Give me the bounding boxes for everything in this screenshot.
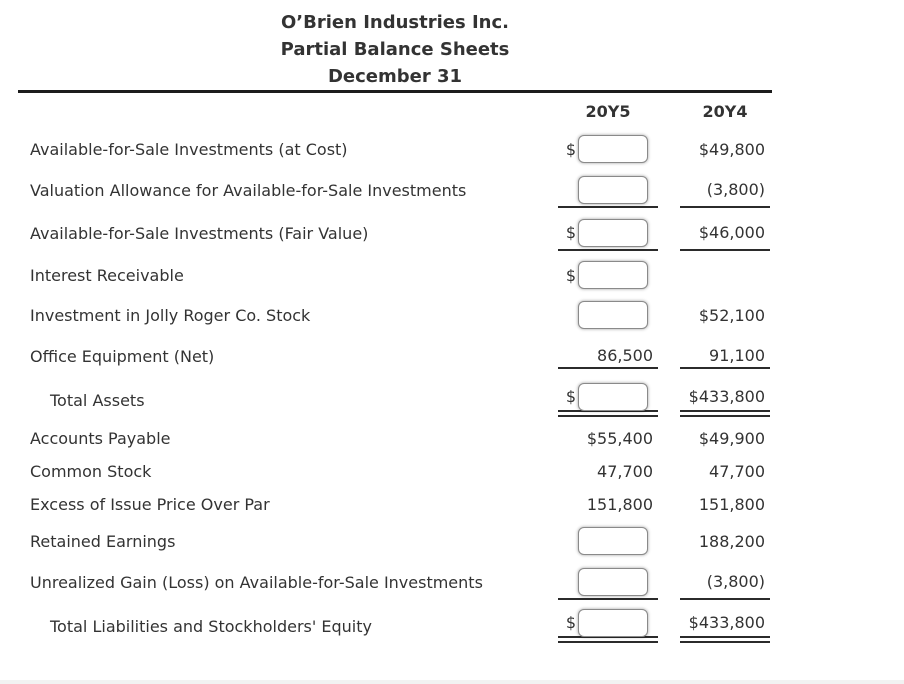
y5-input-afs-investments-fair-value[interactable]: [578, 218, 648, 247]
table-body: Available-for-Sale Investments (at Cost)…: [0, 129, 904, 648]
y4-cell-afs-investments-at-cost: $49,800: [680, 132, 770, 166]
y5-cell-investment-jolly-roger-stock: [558, 298, 658, 332]
y4-value: (3,800): [706, 572, 765, 591]
y5-value: $55,400: [586, 429, 653, 448]
y4-value: (3,800): [706, 180, 765, 199]
y4-value: $52,100: [698, 305, 765, 325]
y5-input-retained-earnings[interactable]: [578, 527, 648, 555]
y4-value: 188,200: [698, 531, 765, 551]
dollar-sign: $: [565, 139, 576, 159]
table-row-afs-investments-at-cost: Available-for-Sale Investments (at Cost)…: [0, 129, 904, 169]
y4-cell-afs-investments-fair-value: $46,000: [680, 217, 770, 251]
dollar-sign: $: [565, 223, 576, 242]
row-label: Retained Earnings: [30, 531, 176, 551]
y5-cell-common-stock: 47,700: [558, 460, 658, 484]
table-row-office-equipment-net: Office Equipment (Net) 86,500 91,100: [0, 335, 904, 378]
y4-cell-excess-issue-price-over-par: 151,800: [680, 493, 770, 517]
y4-value: $433,800: [688, 613, 765, 632]
table-row-excess-issue-price-over-par: Excess of Issue Price Over Par 151,800 151…: [0, 488, 904, 521]
y5-cell-retained-earnings: [558, 524, 658, 558]
table-row-total-liabilities-and-stockholders-equity: Total Liabilities and Stockholders' Equi…: [0, 604, 904, 648]
y4-value: 91,100: [709, 346, 765, 365]
y5-input-total-liabilities-and-stockholders-equity[interactable]: [578, 608, 648, 637]
row-label: Common Stock: [30, 462, 152, 481]
y5-cell-total-assets: $: [558, 382, 658, 417]
y5-cell-afs-investments-fair-value: $: [558, 217, 658, 251]
y5-input-valuation-allowance-afs[interactable]: [578, 175, 648, 204]
y5-cell-valuation-allowance-afs: [558, 174, 658, 208]
dollar-sign: $: [565, 613, 576, 632]
report-date: December 31: [327, 66, 463, 87]
table-row-afs-investments-fair-value: Available-for-Sale Investments (Fair Val…: [0, 212, 904, 255]
table-row-valuation-allowance-afs: Valuation Allowance for Available-for-Sa…: [0, 169, 904, 212]
report-title: Partial Balance Sheets: [280, 39, 510, 60]
y4-cell-common-stock: 47,700: [680, 460, 770, 484]
y5-input-afs-investments-at-cost[interactable]: [578, 135, 648, 163]
table-row-interest-receivable: Interest Receivable $: [0, 255, 904, 295]
column-header-20y5: 20Y5: [585, 101, 631, 121]
y5-input-total-assets[interactable]: [578, 382, 648, 411]
y4-cell-retained-earnings: 188,200: [680, 524, 770, 558]
table-row-investment-jolly-roger-stock: Investment in Jolly Roger Co. Stock $52,1…: [0, 295, 904, 335]
table-row-common-stock: Common Stock 47,700 47,700: [0, 455, 904, 488]
row-label: Investment in Jolly Roger Co. Stock: [30, 305, 311, 325]
y4-cell-office-equipment-net: 91,100: [680, 345, 770, 369]
row-label: Total Liabilities and Stockholders' Equi…: [50, 616, 372, 636]
y5-cell-total-liabilities-and-stockholders-equity: $: [558, 608, 658, 643]
y5-cell-interest-receivable: $: [558, 258, 658, 292]
bottom-scrollbar-track: [0, 680, 904, 684]
y5-cell-unrealized-gain-loss-afs: [558, 566, 658, 600]
dollar-sign: $: [565, 265, 576, 285]
row-label: Available-for-Sale Investments (Fair Val…: [30, 224, 369, 243]
row-label: Unrealized Gain (Loss) on Available-for-…: [30, 573, 483, 592]
table-row-retained-earnings: Retained Earnings 188,200: [0, 521, 904, 561]
row-label: Accounts Payable: [30, 429, 171, 448]
y5-cell-accounts-payable: $55,400: [558, 427, 658, 451]
y4-cell-unrealized-gain-loss-afs: (3,800): [680, 566, 770, 600]
y5-cell-afs-investments-at-cost: $: [558, 132, 658, 166]
row-label: Excess of Issue Price Over Par: [30, 495, 270, 514]
y4-cell-accounts-payable: $49,900: [680, 427, 770, 451]
y5-value: 47,700: [597, 462, 653, 481]
header-divider: [18, 90, 772, 93]
y4-value: $49,800: [698, 139, 765, 159]
y4-value: 151,800: [698, 495, 765, 514]
y5-value: 151,800: [586, 495, 653, 514]
y5-input-investment-jolly-roger-stock[interactable]: [578, 301, 648, 329]
y5-value: 86,500: [597, 346, 653, 365]
y5-cell-excess-issue-price-over-par: 151,800: [558, 493, 658, 517]
report-header: O’Brien Industries Inc. Partial Balance …: [18, 0, 772, 90]
row-label: Valuation Allowance for Available-for-Sa…: [30, 181, 467, 200]
y5-input-unrealized-gain-loss-afs[interactable]: [578, 567, 648, 596]
y4-cell-investment-jolly-roger-stock: $52,100: [680, 298, 770, 332]
column-header-row: 20Y5 20Y4: [0, 93, 904, 129]
y4-cell-valuation-allowance-afs: (3,800): [680, 174, 770, 208]
row-label: Available-for-Sale Investments (at Cost): [30, 139, 348, 159]
y5-cell-office-equipment-net: 86,500: [558, 345, 658, 369]
y4-cell-total-liabilities-and-stockholders-equity: $433,800: [680, 609, 770, 643]
table-row-unrealized-gain-loss-afs: Unrealized Gain (Loss) on Available-for-…: [0, 561, 904, 604]
row-label: Office Equipment (Net): [30, 347, 215, 366]
y4-cell-interest-receivable: [680, 258, 770, 292]
y4-value: 47,700: [709, 462, 765, 481]
table-row-total-assets: Total Assets $ $433,800: [0, 378, 904, 422]
dollar-sign: $: [565, 387, 576, 406]
company-name: O’Brien Industries Inc.: [281, 12, 509, 33]
y4-value: $433,800: [688, 387, 765, 406]
column-header-20y4: 20Y4: [702, 101, 748, 121]
y5-input-interest-receivable[interactable]: [578, 261, 648, 289]
table-row-accounts-payable: Accounts Payable $55,400 $49,900: [0, 422, 904, 455]
row-label: Interest Receivable: [30, 265, 184, 285]
y4-cell-total-assets: $433,800: [680, 383, 770, 417]
y4-value: $46,000: [698, 223, 765, 242]
row-label: Total Assets: [50, 390, 145, 410]
y4-value: $49,900: [698, 429, 765, 448]
